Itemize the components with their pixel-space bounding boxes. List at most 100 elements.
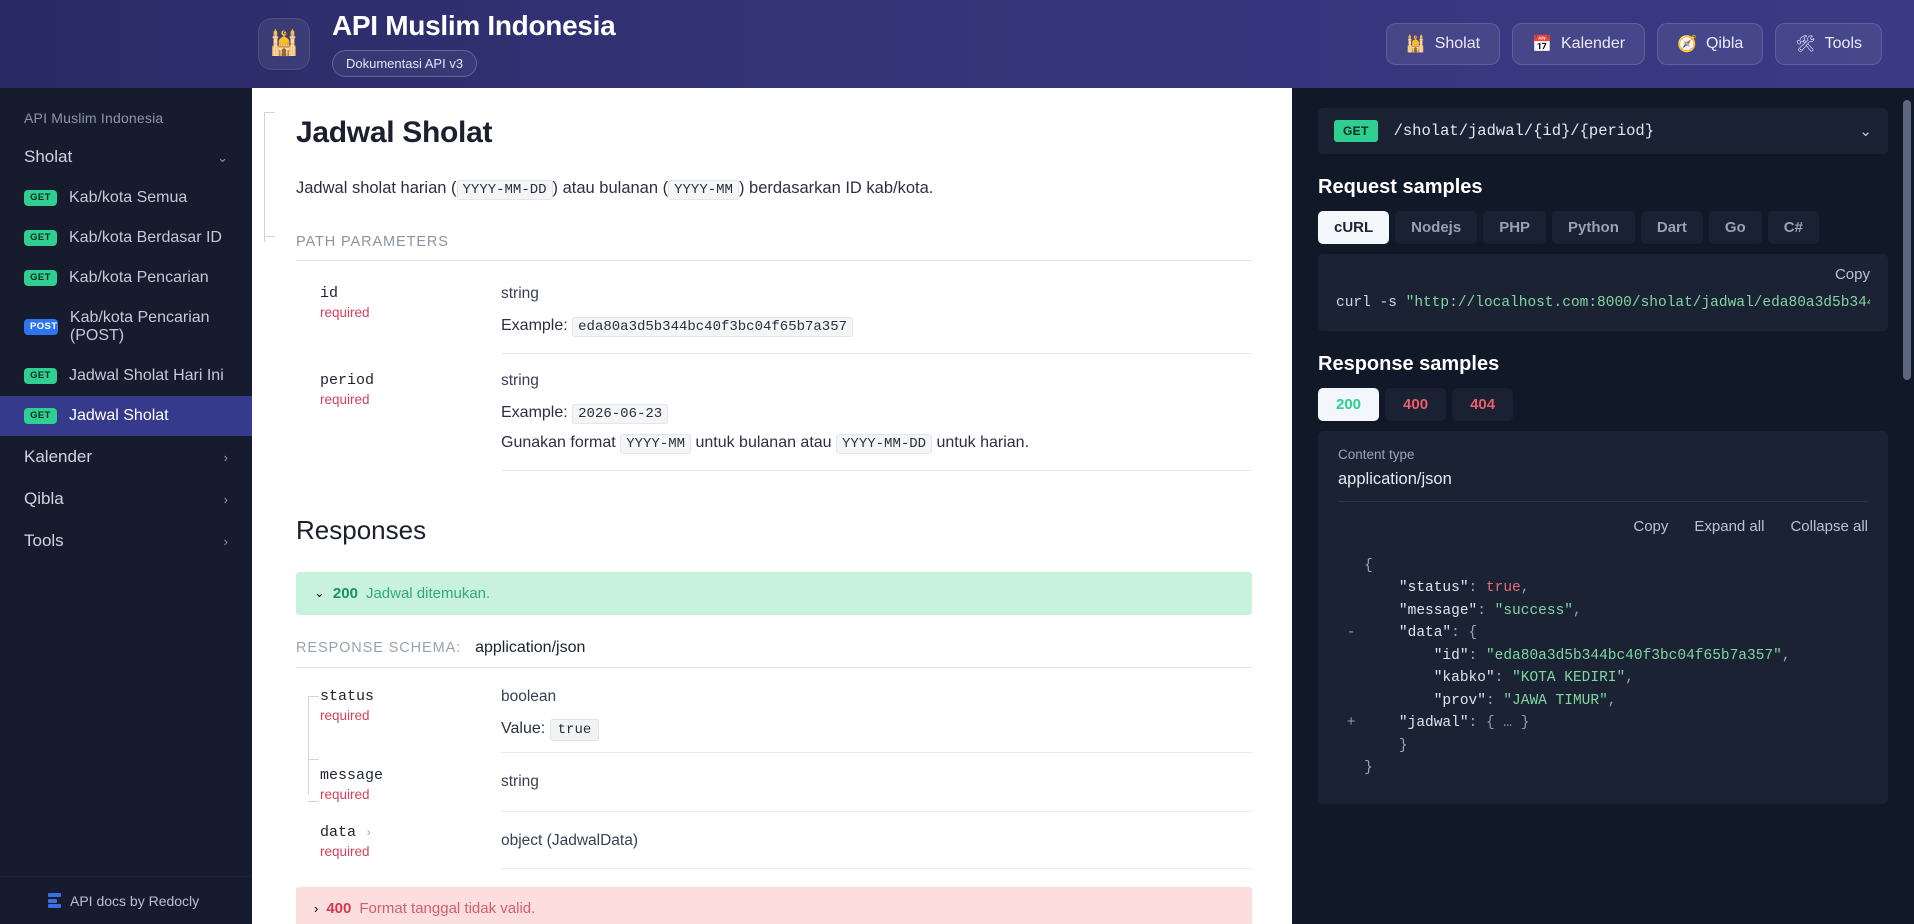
sidebar-group-kalender[interactable]: Kalender › bbox=[0, 436, 252, 478]
method-badge-get: GET bbox=[1334, 120, 1378, 142]
tab-python[interactable]: Python bbox=[1552, 211, 1635, 244]
json-line: "prov": "JAWA TIMUR", bbox=[1338, 690, 1868, 712]
json-value: "KOTA KEDIRI" bbox=[1512, 670, 1626, 687]
nav-label: Qibla bbox=[1705, 35, 1744, 52]
page-scrollbar-thumb[interactable] bbox=[1903, 100, 1911, 380]
schema-field-name[interactable]: data › bbox=[320, 824, 501, 841]
json-value: } bbox=[1398, 737, 1408, 754]
sidebar-heading: API Muslim Indonesia bbox=[24, 110, 164, 126]
json-toggle-icon bbox=[1338, 648, 1364, 664]
content-type-label: Content type bbox=[1338, 447, 1415, 462]
chevron-right-icon[interactable]: › bbox=[365, 825, 373, 840]
content-type-value[interactable]: application/json bbox=[1338, 470, 1868, 502]
copy-button[interactable]: Copy bbox=[1834, 266, 1870, 283]
json-response-body: { "status": true, "message": "success", … bbox=[1338, 555, 1868, 780]
response-band-400[interactable]: › 400 Format tanggal tidak valid. bbox=[296, 886, 1252, 924]
nav-button-sholat[interactable]: 🕌 Sholat bbox=[1385, 23, 1501, 65]
tab-dart[interactable]: Dart bbox=[1640, 211, 1703, 244]
json-key: "message" bbox=[1398, 602, 1478, 619]
curl-command: curl -s bbox=[1336, 295, 1406, 311]
curl-command-line: curl -s "http://localhost.com:8000/shola… bbox=[1336, 295, 1870, 311]
method-badge-get: GET bbox=[24, 190, 57, 206]
endpoint-selector[interactable]: GET /sholat/jadwal/{id}/{period} ⌄ bbox=[1318, 108, 1888, 154]
status-tab-200[interactable]: 200 bbox=[1318, 388, 1380, 421]
nav-button-qibla[interactable]: 🧭 Qibla bbox=[1657, 23, 1764, 65]
chevron-down-icon[interactable]: ⌄ bbox=[1859, 123, 1872, 140]
status-tab-404[interactable]: 404 bbox=[1452, 388, 1514, 421]
tab-go[interactable]: Go bbox=[1708, 211, 1762, 244]
note-code-month: YYYY-MM bbox=[620, 433, 691, 454]
calendar-icon: 📅 bbox=[1532, 36, 1552, 53]
response-status-code: 400 bbox=[326, 899, 352, 917]
example-label: Example: bbox=[501, 403, 568, 421]
page-description: Jadwal sholat harian (YYYY-MM-DD) atau b… bbox=[296, 176, 1252, 202]
schema-field-name: message bbox=[320, 766, 384, 784]
sidebar-footer[interactable]: API docs by Redocly bbox=[0, 876, 252, 924]
json-value: { … } bbox=[1485, 715, 1530, 732]
sidebar-item-kabkota-berdasar-id[interactable]: GET Kab/kota Berdasar ID bbox=[0, 218, 252, 258]
response-status-code: 200 bbox=[332, 584, 358, 602]
json-actions: Copy Expand all Collapse all bbox=[1338, 518, 1868, 535]
json-toggle-icon[interactable]: + bbox=[1338, 715, 1365, 732]
desc-code-month-format: YYYY-MM bbox=[668, 180, 739, 200]
json-toggle-icon bbox=[1338, 558, 1364, 574]
json-value: "JAWA TIMUR" bbox=[1503, 692, 1608, 709]
status-tab-400[interactable]: 400 bbox=[1385, 388, 1447, 421]
page-title: Jadwal Sholat bbox=[296, 116, 493, 149]
sidebar: API Muslim Indonesia Sholat ⌄ GET Kab/ko… bbox=[0, 88, 252, 924]
version-badge: Dokumentasi API v3 bbox=[332, 50, 478, 78]
json-toggle-icon bbox=[1338, 670, 1364, 686]
schema-row-data: data › required object (JadwalData) bbox=[296, 812, 1252, 869]
sidebar-item-label: Kab/kota Semua bbox=[69, 189, 188, 206]
param-example: Example: 2026-06-23 bbox=[501, 403, 1252, 424]
tab-nodejs[interactable]: Nodejs bbox=[1395, 211, 1478, 244]
sidebar-group-tools[interactable]: Tools › bbox=[0, 520, 252, 562]
response-schema-value: application/json bbox=[475, 638, 586, 656]
path-parameters-table: id required string Example: eda80a3d5b34… bbox=[264, 112, 1252, 471]
note-text-c: untuk harian. bbox=[936, 433, 1030, 451]
responses-heading: Responses bbox=[296, 514, 427, 545]
sidebar-item-kabkota-pencarian-post[interactable]: POST Kab/kota Pencarian (POST) bbox=[0, 298, 252, 356]
sidebar-group-label: Tools bbox=[24, 531, 64, 550]
sidebar-item-jadwal-sholat-hari-ini[interactable]: GET Jadwal Sholat Hari Ini bbox=[0, 356, 252, 396]
json-toggle-icon[interactable]: - bbox=[1338, 625, 1365, 642]
collapse-all-button[interactable]: Collapse all bbox=[1790, 518, 1868, 535]
copy-button[interactable]: Copy bbox=[1633, 518, 1669, 535]
sidebar-group-sholat[interactable]: Sholat ⌄ bbox=[0, 136, 252, 178]
expand-all-button[interactable]: Expand all bbox=[1694, 518, 1765, 535]
sidebar-item-label: Kab/kota Pencarian (POST) bbox=[69, 309, 210, 344]
nav-label: Kalender bbox=[1561, 35, 1626, 52]
method-badge-post: POST bbox=[24, 319, 58, 335]
chevron-down-icon: ⌄ bbox=[314, 585, 325, 601]
mosque-icon: 🕌 bbox=[1405, 36, 1426, 53]
json-line: { bbox=[1338, 555, 1868, 577]
json-line: } bbox=[1338, 735, 1868, 757]
param-row-period: period required string Example: 2026-06-… bbox=[296, 354, 1252, 471]
response-band-200[interactable]: ⌄ 200 Jadwal ditemukan. bbox=[296, 571, 1252, 615]
schema-row-message: message required string bbox=[296, 753, 1252, 812]
sidebar-item-kabkota-semua[interactable]: GET Kab/kota Semua bbox=[0, 178, 252, 218]
samples-panel: GET /sholat/jadwal/{id}/{period} ⌄ Reque… bbox=[1292, 88, 1914, 924]
chevron-right-icon: › bbox=[314, 900, 319, 916]
json-key: "data" bbox=[1398, 625, 1452, 642]
tab-csharp[interactable]: C# bbox=[1767, 211, 1819, 244]
desc-code-date-format: YYYY-MM-DD bbox=[456, 180, 553, 200]
app-title: API Muslim Indonesia bbox=[332, 9, 616, 41]
sidebar-group-label: Sholat bbox=[24, 147, 73, 166]
tab-php[interactable]: PHP bbox=[1483, 211, 1547, 244]
sidebar-item-label: Jadwal Sholat Hari Ini bbox=[69, 367, 224, 384]
tab-curl[interactable]: cURL bbox=[1318, 211, 1390, 244]
brand: 🕌 API Muslim Indonesia Dokumentasi API v… bbox=[258, 9, 616, 78]
sidebar-group-qibla[interactable]: Qibla › bbox=[0, 478, 252, 520]
json-toggle-icon bbox=[1338, 693, 1364, 709]
sidebar-item-kabkota-pencarian[interactable]: GET Kab/kota Pencarian bbox=[0, 258, 252, 298]
status-tabs: 200 400 404 bbox=[1318, 388, 1888, 421]
json-toggle-icon bbox=[1338, 603, 1364, 619]
request-code-actions: Copy bbox=[1336, 266, 1870, 283]
json-line: "id": "eda80a3d5b344bc40f3bc04f65b7a357"… bbox=[1338, 645, 1868, 667]
nav-button-tools[interactable]: 🛠 Tools bbox=[1775, 23, 1882, 65]
desc-text-1: Jadwal sholat harian ( bbox=[296, 179, 457, 197]
sidebar-item-jadwal-sholat[interactable]: GET Jadwal Sholat bbox=[0, 396, 252, 436]
nav-button-kalender[interactable]: 📅 Kalender bbox=[1512, 23, 1646, 65]
response-schema-table: status required boolean Value: true mess… bbox=[296, 674, 1252, 869]
